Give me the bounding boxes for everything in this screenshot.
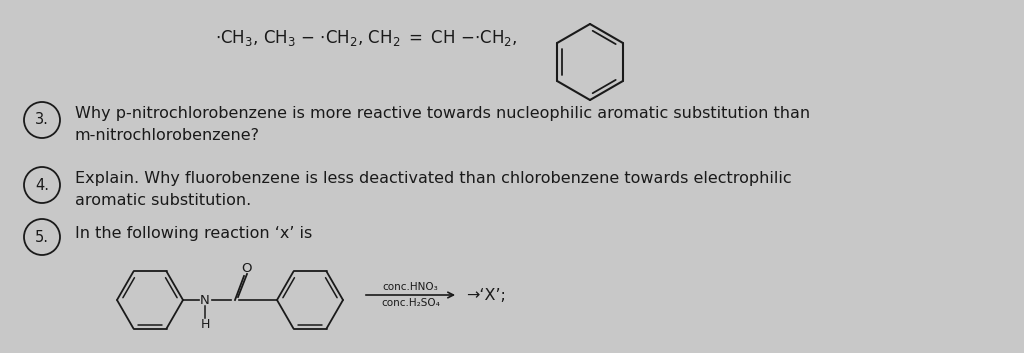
Text: conc.H₂SO₄: conc.H₂SO₄ [381, 298, 440, 308]
Text: Why p-nitrochlorobenzene is more reactive towards nucleophilic aromatic substitu: Why p-nitrochlorobenzene is more reactiv… [75, 106, 810, 121]
Text: $\cdot$CH$_3$, CH$_3$ $-$ $\cdot$CH$_2$, CH$_2$ $=$ CH $-$$\cdot$CH$_2$,: $\cdot$CH$_3$, CH$_3$ $-$ $\cdot$CH$_2$,… [215, 28, 517, 48]
Text: O: O [242, 263, 252, 275]
Text: In the following reaction ‘x’ is: In the following reaction ‘x’ is [75, 226, 312, 241]
Text: conc.HNO₃: conc.HNO₃ [383, 282, 438, 292]
Text: →‘X’;: →‘X’; [466, 287, 506, 303]
Text: N: N [200, 293, 210, 306]
Text: 3.: 3. [35, 113, 49, 127]
Text: H: H [201, 317, 210, 330]
Text: Explain. Why fluorobenzene is less deactivated than chlorobenzene towards electr: Explain. Why fluorobenzene is less deact… [75, 171, 792, 186]
Text: aromatic substitution.: aromatic substitution. [75, 193, 251, 208]
Text: 5.: 5. [35, 229, 49, 245]
Text: 4.: 4. [35, 178, 49, 192]
Text: m-nitrochlorobenzene?: m-nitrochlorobenzene? [75, 128, 260, 143]
